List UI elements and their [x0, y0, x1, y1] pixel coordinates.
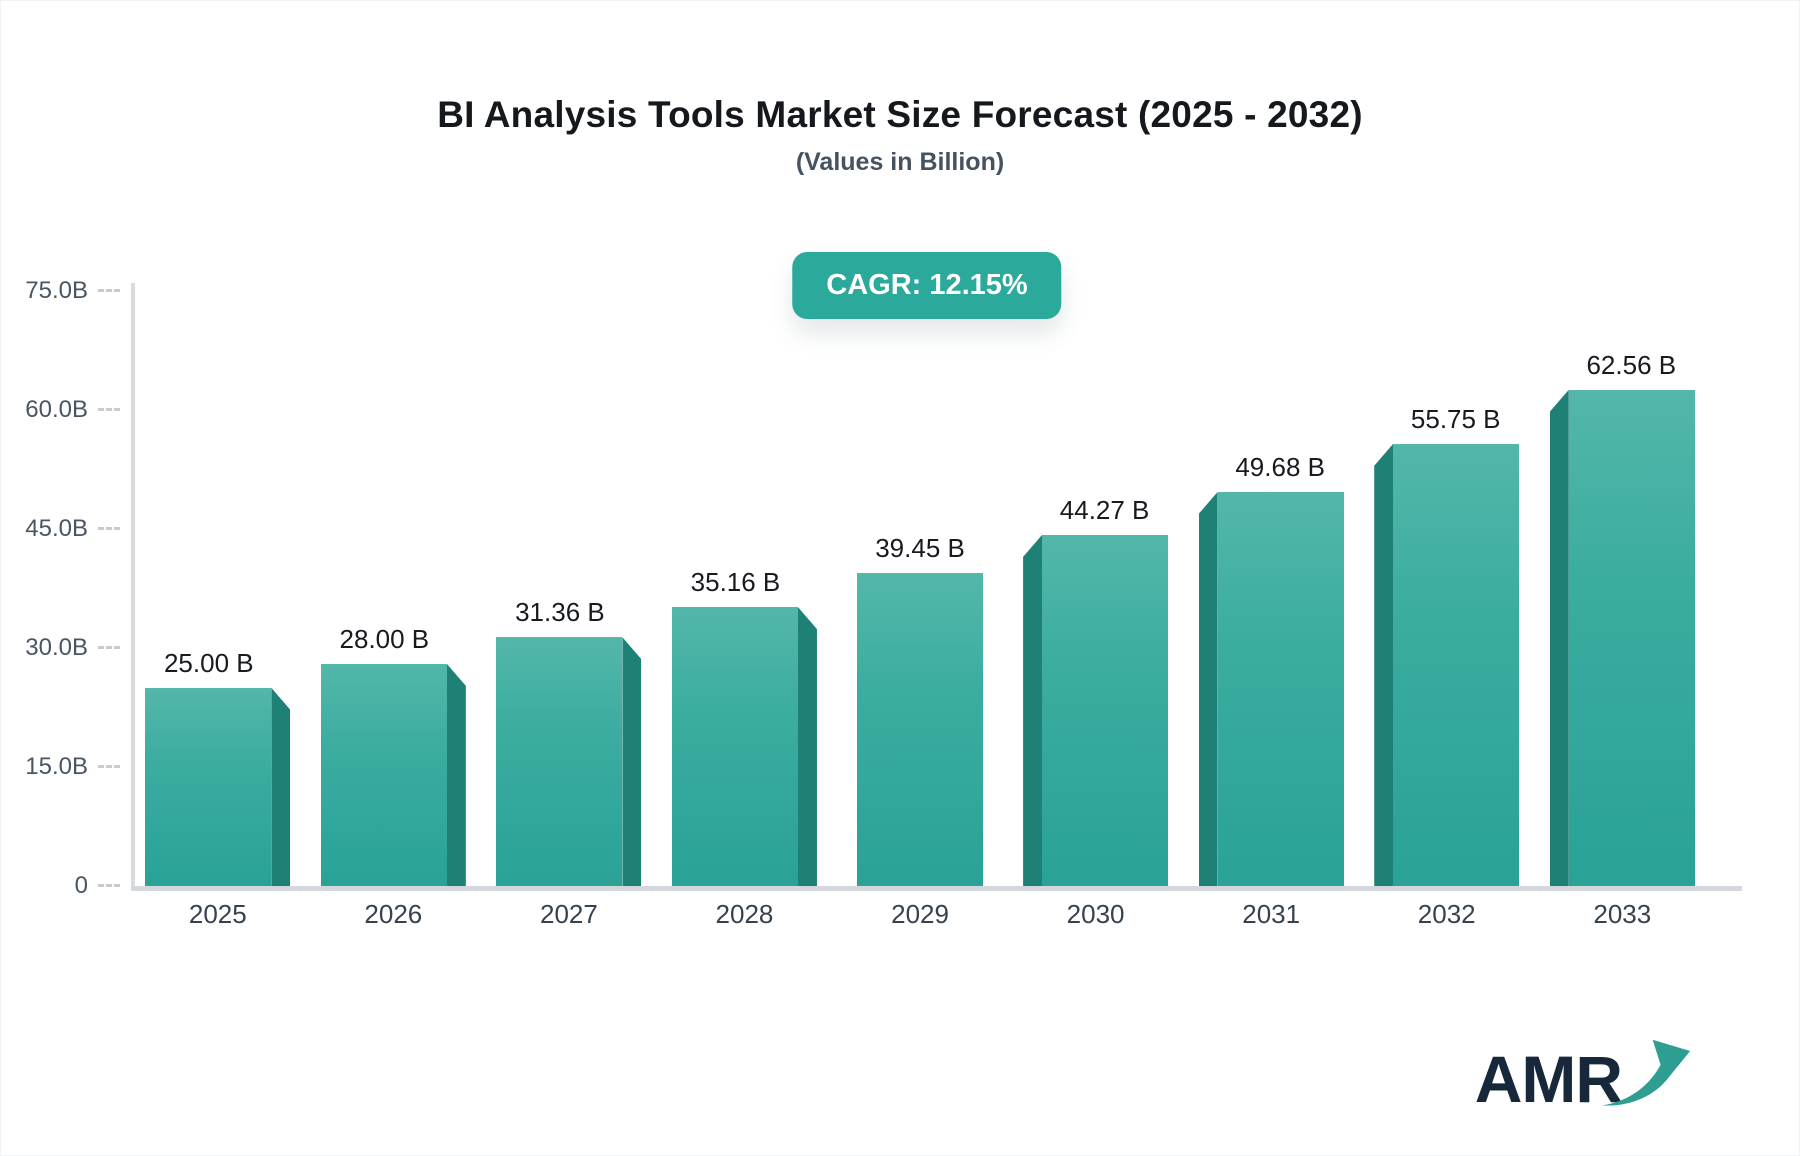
- bar: 55.75 B: [1374, 404, 1520, 886]
- bar: 35.16 B: [671, 567, 817, 886]
- y-axis-line: [131, 283, 135, 891]
- bar-face: [1568, 389, 1695, 886]
- bar-value-label: 55.75 B: [1410, 403, 1501, 434]
- y-tick-label: 15.0B: [25, 753, 88, 780]
- x-tick-label: 2033: [1593, 899, 1652, 929]
- y-tick-label: 45.0B: [25, 515, 88, 542]
- y-tick-mark: [98, 646, 120, 649]
- bar-slot: 28.00 B: [306, 291, 482, 886]
- growth-arrow-icon: [1602, 1039, 1691, 1106]
- bar-face: [671, 607, 798, 886]
- y-tick-label: 0: [74, 872, 88, 899]
- x-tick-label: 2031: [1242, 899, 1301, 929]
- bar: 25.00 B: [145, 648, 291, 886]
- bar-side-face: [797, 607, 817, 886]
- amr-logo: AMR: [1475, 1036, 1694, 1112]
- bar-value-label: 62.56 B: [1586, 349, 1677, 380]
- bar-value-label: 44.27 B: [1059, 494, 1150, 525]
- bar-slot: 39.45 B: [832, 291, 1008, 886]
- x-tick-label: 2025: [188, 899, 247, 929]
- bar-value-label: 35.16 B: [690, 567, 781, 598]
- x-tick-label: 2030: [1066, 899, 1125, 929]
- bar-side-face: [1549, 389, 1569, 886]
- x-axis: 2025 2026 2027 2028 2029 2030 2031 2032 2033: [130, 899, 1710, 930]
- bar-value-label: 31.36 B: [515, 597, 605, 628]
- bar-slot: 35.16 B: [657, 291, 833, 886]
- bar: 31.36 B: [496, 597, 642, 886]
- bar-slot: 55.75 B: [1359, 291, 1535, 886]
- bar-side-face: [446, 663, 466, 886]
- bar-value-label: 39.45 B: [875, 533, 965, 563]
- chart-subtitle: (Values in Billion): [795, 148, 1005, 176]
- y-tick-label: 60.0B: [25, 396, 88, 423]
- x-tick-label: 2029: [891, 899, 949, 929]
- bar-side-face: [271, 687, 291, 886]
- bar-face: [1217, 491, 1344, 886]
- bar-slot: 62.56 B: [1535, 291, 1711, 886]
- bar-value-label: 28.00 B: [339, 623, 430, 654]
- y-tick-mark: [98, 408, 120, 411]
- bar: 28.00 B: [320, 624, 466, 886]
- bar-slot: 49.68 B: [1183, 291, 1359, 886]
- bar: 39.45 B: [857, 533, 984, 886]
- bar: 44.27 B: [1023, 495, 1169, 886]
- x-tick-label: 2027: [539, 899, 598, 929]
- y-tick-mark: [98, 884, 120, 887]
- bar: 49.68 B: [1198, 452, 1344, 886]
- cagr-badge: CAGR: 12.15%: [792, 252, 1062, 319]
- y-tick-label: 30.0B: [25, 634, 88, 661]
- x-tick-label: 2032: [1417, 899, 1476, 929]
- x-axis-line: [131, 886, 1742, 891]
- bar-value-label: 25.00 B: [163, 647, 254, 678]
- bar-side-face: [1374, 443, 1394, 886]
- bar-slot: 25.00 B: [130, 291, 306, 886]
- y-tick-mark: [98, 289, 120, 292]
- bar-slot: 44.27 B: [1008, 291, 1184, 886]
- bar-face: [496, 637, 623, 886]
- bar-side-face: [1023, 534, 1043, 886]
- bar-face: [320, 663, 447, 886]
- bar-face: [1042, 534, 1169, 886]
- x-tick-label: 2028: [715, 899, 774, 929]
- bar-face: [857, 573, 984, 886]
- bar-side-face: [622, 637, 642, 886]
- chart-title: BI Analysis Tools Market Size Forecast (…: [437, 94, 1363, 135]
- bar-face: [145, 687, 272, 886]
- y-tick-label: 75.0B: [25, 277, 88, 304]
- bar: 62.56 B: [1549, 350, 1695, 886]
- amr-logo-text: AMR: [1474, 1042, 1623, 1116]
- bars-area: 25.00 B 28.00 B 31.36 B 35.16 B 39.45 B 44.27…: [130, 291, 1710, 886]
- bar-slot: 31.36 B: [481, 291, 657, 886]
- y-tick-mark: [98, 527, 120, 530]
- x-tick-label: 2026: [364, 899, 423, 929]
- y-tick-mark: [98, 765, 120, 768]
- bar-face: [1393, 443, 1520, 886]
- bar-value-label: 49.68 B: [1235, 451, 1325, 482]
- bar-side-face: [1198, 491, 1218, 886]
